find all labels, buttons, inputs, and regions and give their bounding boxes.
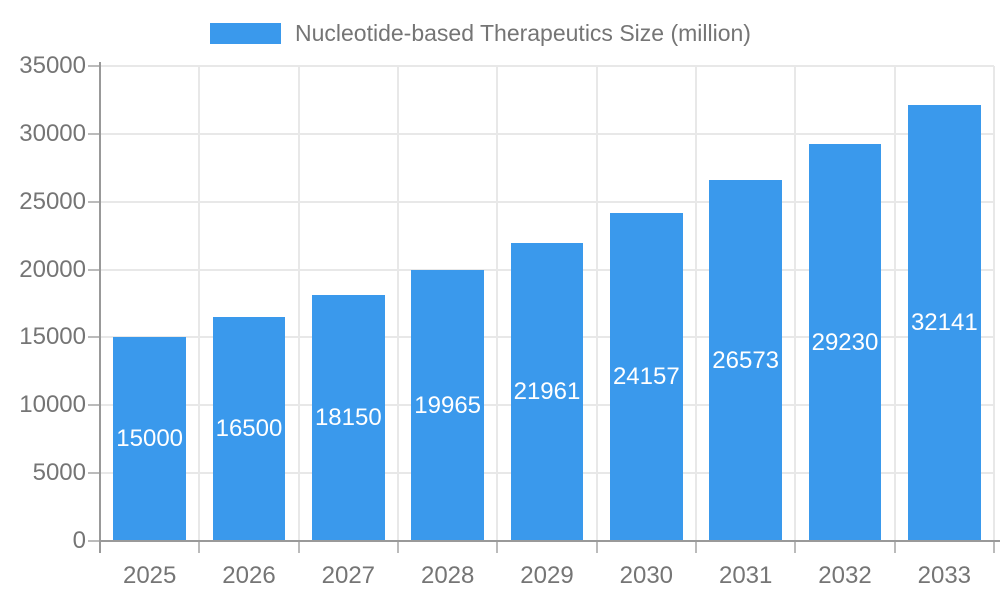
y-axis-tick-label: 10000 (19, 391, 86, 419)
y-axis-tick (88, 404, 100, 407)
x-axis-tick-label: 2025 (122, 562, 177, 589)
y-axis-tick (88, 200, 100, 203)
x-axis-tick-label: 2026 (222, 562, 276, 589)
legend[interactable]: Nucleotide-based Therapeutics Size (mill… (210, 20, 751, 46)
bar-value-label: 19965 (414, 391, 482, 419)
bar-value-label: 15000 (116, 425, 184, 453)
x-axis-tick-label: 2028 (420, 562, 475, 589)
bar-value-label: 16500 (215, 415, 283, 443)
y-axis-tick (88, 268, 100, 271)
bar[interactable]: 21961 (510, 242, 584, 541)
bar-value-label: 32141 (910, 308, 978, 336)
y-axis-tick-label: 0 (72, 527, 86, 554)
bar[interactable]: 16500 (212, 317, 286, 541)
x-axis-line (100, 540, 1000, 542)
bar-value-label: 18150 (314, 403, 382, 431)
x-axis-tick-label: 2027 (321, 562, 376, 589)
y-axis-tick-label: 5000 (32, 459, 86, 487)
horizontal-gridline (100, 65, 994, 67)
y-axis-tick-label: 15000 (19, 323, 86, 351)
bar[interactable]: 26573 (709, 180, 782, 541)
vertical-gridline (496, 66, 499, 541)
x-axis-tick (496, 541, 499, 553)
y-axis-tick (88, 472, 100, 475)
bar-value-label: 26573 (712, 346, 780, 374)
bar-value-label: 21961 (513, 377, 581, 405)
x-axis-tick-label: 2031 (718, 562, 773, 589)
x-axis-tick-label: 2032 (818, 562, 872, 589)
x-axis-tick (695, 541, 697, 553)
y-axis-tick-label: 25000 (19, 187, 86, 215)
bar[interactable]: 18150 (311, 294, 385, 541)
vertical-gridline (794, 66, 797, 541)
bar-value-label: 29230 (811, 328, 879, 356)
vertical-gridline (695, 66, 697, 541)
y-axis-line (99, 62, 101, 553)
bar-value-label: 24157 (612, 363, 680, 391)
x-axis-tick-label: 2029 (520, 562, 574, 589)
y-axis-tick (88, 540, 100, 542)
vertical-gridline (893, 66, 896, 541)
bar[interactable]: 24157 (609, 213, 683, 541)
bar[interactable]: 32141 (907, 104, 981, 541)
vertical-gridline (595, 66, 598, 541)
bar[interactable]: 19965 (411, 270, 484, 541)
vertical-gridline (993, 66, 995, 541)
x-axis-tick (198, 541, 201, 553)
horizontal-gridline (100, 132, 994, 135)
legend-label: Nucleotide-based Therapeutics Size (mill… (295, 19, 751, 46)
y-axis-tick-label: 35000 (19, 52, 86, 79)
x-axis-tick-label: 2030 (619, 562, 674, 589)
y-axis-tick-label: 30000 (19, 119, 86, 147)
x-axis-tick (397, 541, 399, 553)
y-axis-tick (88, 336, 100, 339)
horizontal-gridline (100, 200, 994, 203)
vertical-gridline (198, 66, 201, 541)
bar[interactable]: 29230 (808, 144, 882, 541)
x-axis-tick (794, 541, 797, 553)
y-axis-tick-label: 20000 (19, 255, 86, 283)
legend-swatch (210, 22, 281, 44)
y-axis-tick (88, 65, 100, 67)
x-axis-tick (893, 541, 896, 553)
vertical-gridline (297, 66, 300, 541)
y-axis-tick (88, 132, 100, 135)
x-axis-tick-label: 2033 (917, 562, 972, 589)
x-axis-tick (595, 541, 598, 553)
x-axis-tick (297, 541, 300, 553)
bar[interactable]: 15000 (113, 337, 186, 541)
x-axis-tick (993, 541, 995, 553)
vertical-gridline (397, 66, 399, 541)
